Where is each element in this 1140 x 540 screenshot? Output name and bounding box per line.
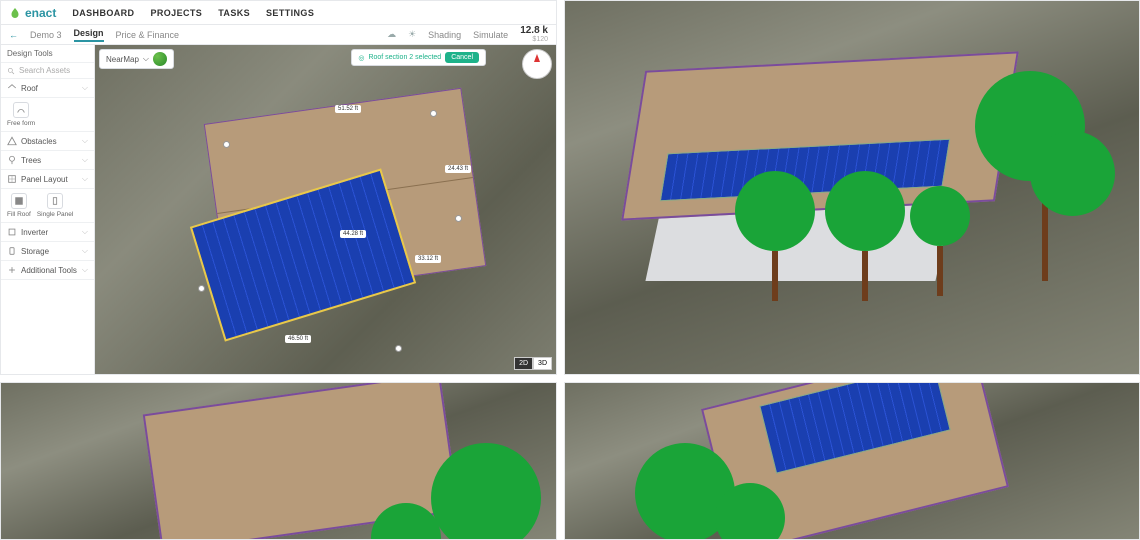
chevron-down-icon: ⌵ bbox=[82, 136, 88, 146]
brand-leaf-icon bbox=[9, 7, 21, 19]
design-canvas[interactable]: NearMap ⌵ ◎ Roof section 2 selected Canc… bbox=[95, 45, 556, 374]
simulate-button[interactable]: Simulate bbox=[473, 30, 508, 40]
top-nav: enact DASHBOARD PROJECTS TASKS SETTINGS bbox=[1, 1, 556, 25]
view-3d-panel bbox=[564, 0, 1140, 375]
cloud-icon[interactable]: ☁ bbox=[387, 29, 396, 40]
chevron-down-icon: ⌵ bbox=[82, 83, 88, 93]
metric-unit: $120 bbox=[520, 36, 548, 43]
sun-icon: ☀ bbox=[408, 29, 416, 40]
chevron-down-icon: ⌵ bbox=[82, 265, 88, 275]
mode-2d-button[interactable]: 2D bbox=[514, 357, 533, 370]
section-obstacles[interactable]: Obstacles ⌵ bbox=[1, 132, 94, 151]
section-storage[interactable]: Storage ⌵ bbox=[1, 242, 94, 261]
view-mode-toggle[interactable]: 2D 3D bbox=[514, 357, 552, 370]
chevron-down-icon: ⌵ bbox=[82, 246, 88, 256]
vertex-handle[interactable] bbox=[223, 141, 230, 148]
section-additional-tools-label: Additional Tools bbox=[21, 266, 77, 275]
nav-projects[interactable]: PROJECTS bbox=[150, 8, 202, 18]
tab-design[interactable]: Design bbox=[74, 28, 104, 42]
breadcrumb[interactable]: Demo 3 bbox=[30, 30, 62, 40]
search-icon bbox=[7, 67, 15, 75]
tool-fill-roof[interactable]: Fill Roof bbox=[7, 193, 31, 218]
globe-icon[interactable] bbox=[153, 52, 167, 66]
measure-diag: 33.12 ft bbox=[415, 255, 441, 263]
tree-object bbox=[975, 71, 1115, 281]
search-placeholder: Search Assets bbox=[19, 66, 70, 75]
chevron-down-icon: ⌵ bbox=[82, 227, 88, 237]
chevron-down-icon: ⌵ bbox=[82, 155, 88, 165]
roof-icon bbox=[7, 83, 17, 93]
sub-nav: ← Demo 3 Design Price & Finance ☁ ☀ Shad… bbox=[1, 25, 556, 45]
measure-right: 24.43 ft bbox=[445, 165, 471, 173]
workzone: Design Tools Search Assets Roof ⌵ Free f… bbox=[1, 45, 556, 374]
vertex-handle[interactable] bbox=[198, 285, 205, 292]
chevron-down-icon: ⌵ bbox=[82, 174, 88, 184]
panel-icon bbox=[7, 174, 17, 184]
tool-single-panel[interactable]: Single Panel bbox=[37, 193, 74, 218]
tree-object bbox=[715, 483, 785, 540]
section-inverter-label: Inverter bbox=[21, 228, 48, 237]
tree-object bbox=[371, 503, 441, 540]
tree-object bbox=[910, 186, 970, 296]
section-obstacles-label: Obstacles bbox=[21, 137, 57, 146]
vertex-handle[interactable] bbox=[430, 110, 437, 117]
aerial-crop-panel-2 bbox=[564, 382, 1140, 540]
inverter-icon bbox=[7, 227, 17, 237]
freeform-icon bbox=[16, 105, 26, 115]
section-trees[interactable]: Trees ⌵ bbox=[1, 151, 94, 170]
tree-object bbox=[431, 443, 541, 540]
brand-text: enact bbox=[25, 6, 56, 20]
measure-top: 51.52 ft bbox=[335, 105, 361, 113]
app-panel: enact DASHBOARD PROJECTS TASKS SETTINGS … bbox=[0, 0, 557, 375]
section-inverter[interactable]: Inverter ⌵ bbox=[1, 223, 94, 242]
vertex-handle[interactable] bbox=[395, 345, 402, 352]
section-roof[interactable]: Roof ⌵ bbox=[1, 79, 94, 98]
aerial-crop-panel bbox=[0, 382, 557, 540]
map-provider-select[interactable]: NearMap ⌵ bbox=[99, 49, 174, 69]
roof-tools: Free form bbox=[1, 98, 94, 132]
section-roof-label: Roof bbox=[21, 84, 38, 93]
target-icon: ◎ bbox=[358, 54, 364, 62]
plus-icon bbox=[7, 265, 17, 275]
measure-bottom: 46.50 ft bbox=[285, 335, 311, 343]
panel-layout-tools: Fill Roof Single Panel bbox=[1, 189, 94, 223]
back-arrow-icon[interactable]: ← bbox=[9, 30, 18, 40]
nav-settings[interactable]: SETTINGS bbox=[266, 8, 314, 18]
section-panel-layout-label: Panel Layout bbox=[21, 175, 68, 184]
map-provider-value: NearMap bbox=[106, 55, 139, 64]
nav-dashboard[interactable]: DASHBOARD bbox=[72, 8, 134, 18]
tree-object bbox=[735, 171, 815, 301]
design-tools-sidebar: Design Tools Search Assets Roof ⌵ Free f… bbox=[1, 45, 95, 374]
energy-metric: 12.8 k $120 bbox=[520, 26, 548, 43]
tool-fill-roof-label: Fill Roof bbox=[7, 211, 31, 218]
obstacle-icon bbox=[7, 136, 17, 146]
selection-status-pill: ◎ Roof section 2 selected Cancel bbox=[351, 49, 486, 66]
section-panel-layout[interactable]: Panel Layout ⌵ bbox=[1, 170, 94, 189]
tab-finance[interactable]: Price & Finance bbox=[116, 30, 180, 40]
brand-logo[interactable]: enact bbox=[9, 6, 56, 20]
tree-icon bbox=[7, 155, 17, 165]
tool-freeform[interactable]: Free form bbox=[7, 102, 35, 127]
metric-value: 12.8 k bbox=[520, 26, 548, 36]
measure-left: 44.28 ft bbox=[340, 230, 366, 238]
section-trees-label: Trees bbox=[21, 156, 41, 165]
search-input[interactable]: Search Assets bbox=[1, 63, 94, 79]
shading-label[interactable]: Shading bbox=[428, 30, 461, 40]
section-storage-label: Storage bbox=[21, 247, 49, 256]
compass-control[interactable] bbox=[522, 49, 552, 79]
tree-object bbox=[825, 171, 905, 301]
tool-freeform-label: Free form bbox=[7, 120, 35, 127]
mode-3d-button[interactable]: 3D bbox=[533, 357, 552, 370]
cancel-selection-button[interactable]: Cancel bbox=[445, 52, 479, 63]
section-additional-tools[interactable]: Additional Tools ⌵ bbox=[1, 261, 94, 280]
selection-status-text: Roof section 2 selected bbox=[368, 54, 441, 61]
tool-single-panel-label: Single Panel bbox=[37, 211, 74, 218]
vertex-handle[interactable] bbox=[455, 215, 462, 222]
nav-tasks[interactable]: TASKS bbox=[218, 8, 250, 18]
single-panel-icon bbox=[50, 196, 60, 206]
sidebar-title: Design Tools bbox=[1, 45, 94, 63]
fill-roof-icon bbox=[14, 196, 24, 206]
storage-icon bbox=[7, 246, 17, 256]
chevron-down-icon: ⌵ bbox=[143, 54, 149, 64]
